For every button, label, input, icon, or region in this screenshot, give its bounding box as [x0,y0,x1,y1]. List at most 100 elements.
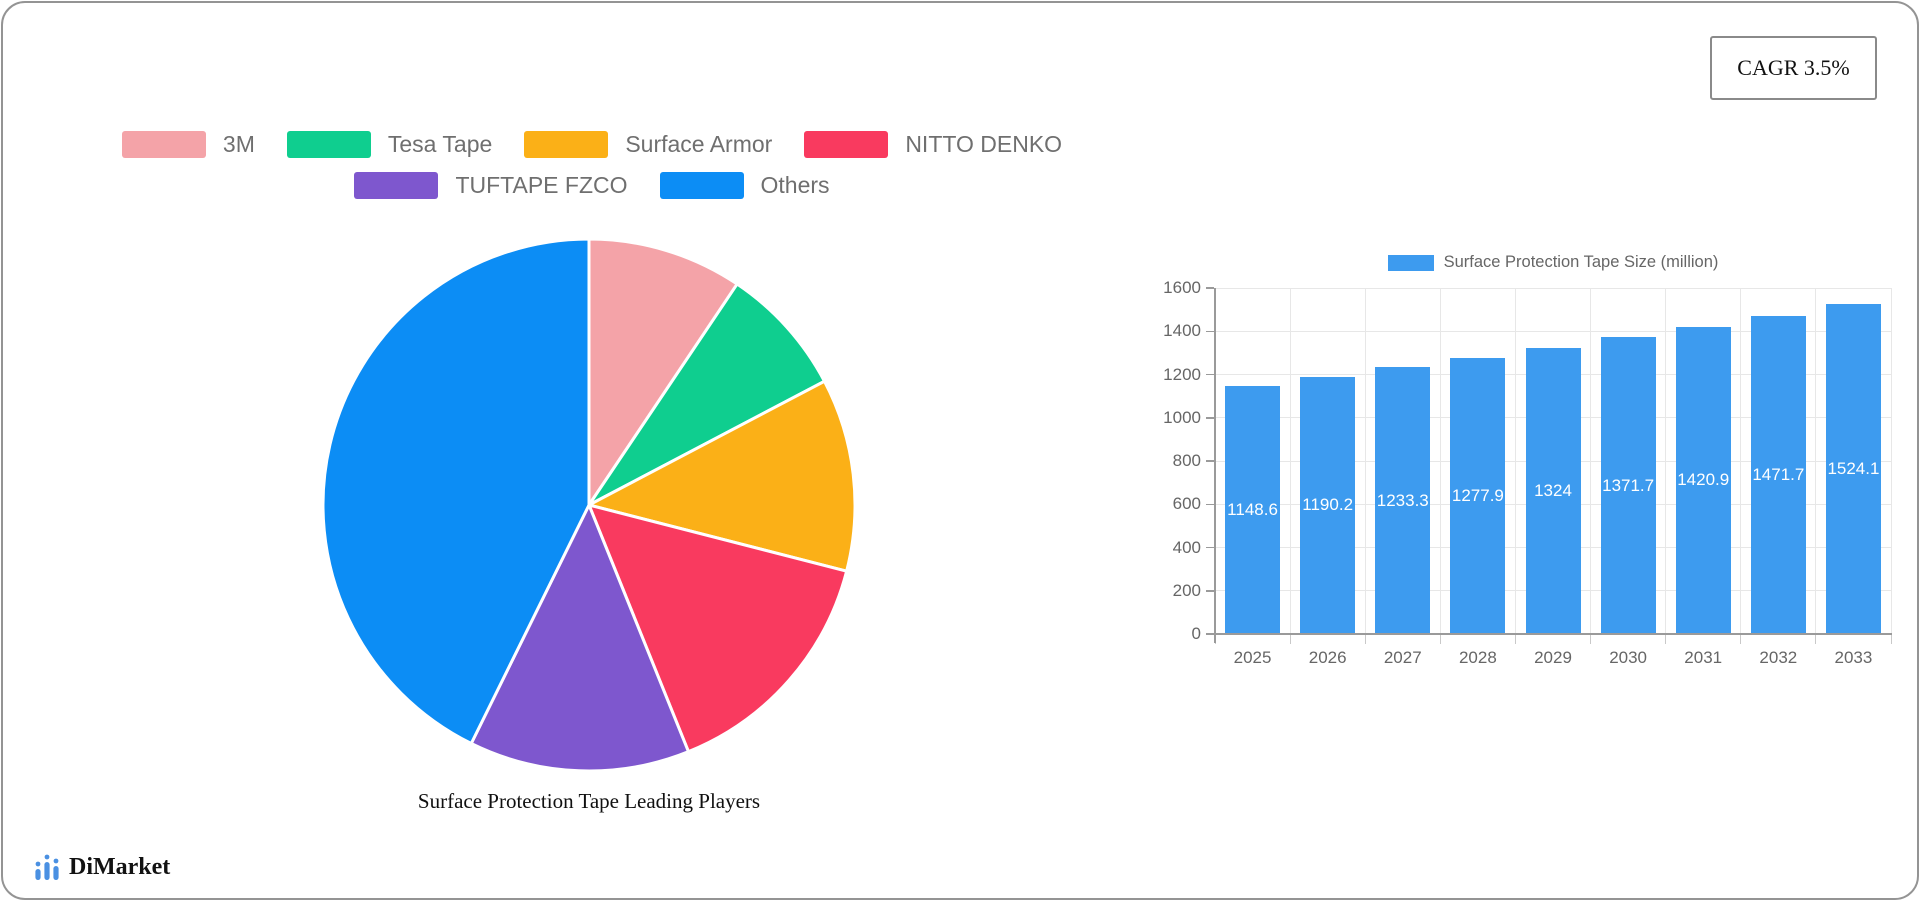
y-axis-tick [1206,460,1214,462]
bar-chart-plot: 0 200 400 600 800 1000 1200 1400 1600 1148.6 2025 1… [1163,278,1892,667]
y-axis-label: 0 [1191,624,1201,643]
pie-legend: 3M Tesa Tape Surface Armor NITTO DENKO TUFTA… [61,131,1123,199]
gridline-vertical [1590,288,1592,634]
pie-chart-svg [321,237,857,773]
legend-label: Others [760,172,830,198]
x-axis-label: 2027 [1383,648,1422,667]
gridline-vertical [1514,288,1516,634]
cagr-badge-label: CAGR 3.5% [1737,55,1850,80]
legend-swatch [121,131,206,158]
gridline-horizontal [1215,287,1891,289]
legend-item-3m[interactable]: 3M [121,131,255,158]
gridline-vertical [1815,288,1817,634]
bar-value-label: 1524.1 [1827,459,1880,479]
gridline-vertical [1364,288,1366,634]
bar-value-label: 1277.9 [1451,485,1504,505]
pie-slice-others[interactable] [321,237,591,746]
bar-2029[interactable] [1525,347,1581,634]
bar-value-label: 1148.6 [1227,499,1278,519]
legend-swatch [804,131,889,158]
gridline-vertical [1665,288,1667,634]
gridline-vertical [1439,288,1441,634]
bar-2028[interactable] [1450,357,1506,634]
x-axis-label: 2030 [1609,648,1648,667]
y-axis-line [1214,288,1216,643]
legend-item-tuftape-fzco[interactable]: TUFTAPE FZCO [354,172,628,199]
legend-label: Tesa Tape [387,131,493,157]
x-axis-line [1209,633,1892,635]
legend-label: 3M [222,131,255,157]
y-axis-label: 400 [1172,537,1201,557]
legend-item-tesa-tape[interactable]: Tesa Tape [286,131,493,158]
y-axis-label: 1600 [1163,278,1201,297]
x-axis-label: 2033 [1834,648,1873,667]
bar-value-label: 1471.7 [1752,464,1805,484]
bar-legend-swatch [1387,254,1434,271]
pie-slice-3m[interactable] [587,237,739,507]
pie-slice-nitto-denko[interactable] [587,503,849,754]
y-axis-tick [1206,546,1214,549]
legend-swatch [354,172,439,199]
legend-swatch [524,131,609,158]
gridline-horizontal [1215,330,1891,332]
x-axis-label: 2031 [1684,648,1723,667]
legend-label: NITTO DENKO [905,131,1063,157]
y-axis-tick [1206,590,1214,592]
legend-item-others[interactable]: Others [659,172,830,199]
y-axis-label: 1000 [1163,407,1201,427]
y-axis-tick [1206,330,1214,332]
bar-value-label: 1420.9 [1677,470,1730,490]
bar-2032[interactable] [1750,315,1806,634]
gridline-vertical [1289,288,1291,634]
legend-label: TUFTAPE FZCO [455,172,628,198]
y-axis-tick [1206,417,1214,419]
pie-chart [320,236,858,774]
legend-item-nitto-denko[interactable]: NITTO DENKO [804,131,1062,158]
y-axis-label: 800 [1172,451,1201,470]
y-axis-label: 1400 [1163,321,1201,341]
legend-label: Surface Armor [625,131,773,157]
x-axis-tick [1514,635,1516,644]
x-axis-tick [1364,635,1366,644]
gridline-vertical [1740,288,1742,634]
x-axis-label: 2028 [1458,648,1497,667]
brand-name: DiMarket [69,854,171,880]
bar-value-label: 1190.2 [1302,495,1354,515]
y-axis-label: 600 [1172,494,1201,514]
bar-chart-legend[interactable]: Surface Protection Tape Size (million) [1215,253,1891,272]
bar-2027[interactable] [1375,367,1431,634]
pie-chart-title: Surface Protection Tape Leading Players [417,789,761,813]
bar-2033[interactable] [1825,304,1881,634]
legend-swatch [659,172,744,199]
cagr-badge: CAGR 3.5% [1710,36,1877,100]
bar-2026[interactable] [1300,376,1356,634]
pie-slice-surface-armor[interactable] [587,379,857,573]
pie-slice-tuftape-fzco[interactable] [469,503,690,773]
x-axis-tick [1890,635,1892,644]
x-axis-tick [1439,635,1441,644]
bar-2031[interactable] [1675,326,1731,634]
x-axis-tick [1665,635,1667,644]
y-axis-tick [1206,287,1214,289]
y-axis-label: 1200 [1163,364,1201,384]
bar-value-label: 1371.7 [1602,475,1655,495]
x-axis-tick [1289,635,1291,644]
gridline-vertical [1890,288,1892,634]
bar-2030[interactable] [1600,337,1656,634]
bar-value-label: 1233.3 [1376,490,1429,510]
x-axis-label: 2025 [1233,648,1272,667]
bar-2025[interactable] [1225,385,1281,634]
legend-item-surface-armor[interactable]: Surface Armor [524,131,772,158]
bar-chart-logo-icon [35,854,59,880]
y-axis-tick [1206,373,1214,376]
bar-value-label: 1324 [1534,480,1572,500]
x-axis-label: 2029 [1534,648,1572,667]
x-axis-tick [1740,635,1742,644]
brand-logo: DiMarket [33,853,170,882]
x-axis-label: 2032 [1759,648,1798,667]
pie-slice-tesa-tape[interactable] [587,282,826,507]
y-axis-label: 200 [1172,580,1201,600]
x-axis-tick [1590,635,1592,644]
bar-legend-label: Surface Protection Tape Size (million) [1443,253,1719,271]
